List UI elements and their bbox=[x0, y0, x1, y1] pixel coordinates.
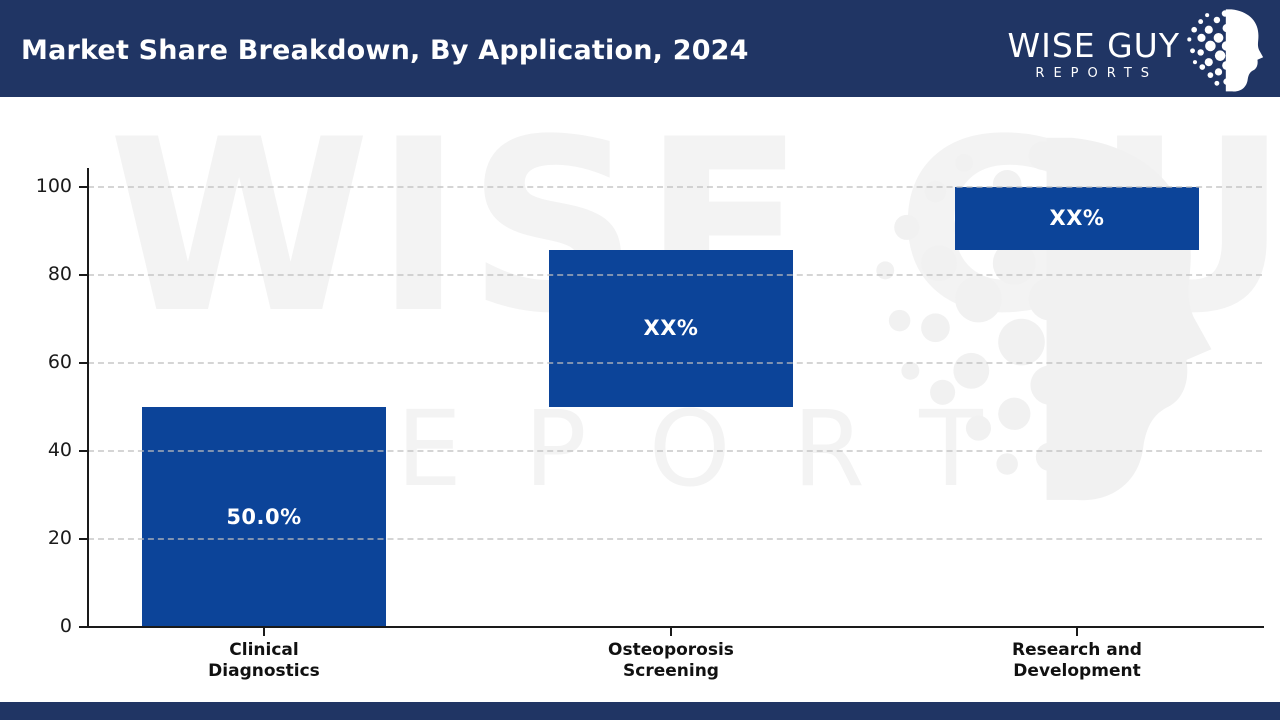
x-tick bbox=[263, 628, 265, 636]
x-axis-line bbox=[87, 626, 1264, 628]
gridline bbox=[88, 274, 1262, 276]
watermark-subtext: REPORTS bbox=[262, 388, 1173, 510]
bar-value-label: XX% bbox=[1049, 206, 1105, 231]
y-tick-label: 0 bbox=[59, 615, 72, 637]
y-tick-label: 80 bbox=[47, 263, 72, 285]
y-tick bbox=[79, 274, 88, 276]
gridline bbox=[88, 362, 1262, 364]
logo-wordmark: WISE GUY bbox=[1007, 26, 1180, 65]
page-title: Market Share Breakdown, By Application, … bbox=[21, 35, 749, 66]
y-tick-label: 60 bbox=[47, 351, 72, 373]
y-axis-line bbox=[87, 168, 89, 628]
logo-subtext: REPORTS bbox=[1035, 66, 1159, 81]
x-category-label: Research and Development bbox=[927, 640, 1227, 682]
bar-value-label: 50.0% bbox=[226, 505, 302, 529]
gridline bbox=[88, 450, 1262, 452]
x-label-line: Screening bbox=[623, 661, 719, 681]
x-tick bbox=[1076, 628, 1078, 636]
footer-bar bbox=[0, 702, 1280, 720]
y-tick bbox=[79, 362, 88, 364]
x-label-line: Clinical bbox=[229, 640, 299, 660]
bar-value-label: XX% bbox=[643, 316, 699, 341]
x-label-line: Osteoporosis bbox=[608, 640, 734, 660]
y-tick-label: 40 bbox=[47, 439, 72, 461]
bar-osteoporosis-screening: XX% bbox=[549, 249, 793, 407]
x-tick bbox=[670, 628, 672, 636]
x-label-line: Research and bbox=[1012, 640, 1142, 660]
bar-research-and-development: XX% bbox=[955, 187, 1199, 250]
x-label-line: Diagnostics bbox=[208, 661, 320, 681]
gridline bbox=[88, 538, 1262, 540]
gridline bbox=[88, 186, 1262, 188]
y-tick bbox=[79, 450, 88, 452]
y-tick bbox=[79, 538, 88, 540]
logo-head-icon bbox=[1187, 9, 1264, 92]
logo: WISE GUY REPORTS bbox=[1007, 4, 1268, 94]
header: Market Share Breakdown, By Application, … bbox=[0, 0, 1280, 97]
x-category-label: Clinical Diagnostics bbox=[114, 640, 414, 682]
y-tick bbox=[79, 626, 88, 628]
x-category-label: Osteoporosis Screening bbox=[521, 640, 821, 682]
y-tick bbox=[79, 186, 88, 188]
y-tick-label: 100 bbox=[35, 175, 72, 197]
x-label-line: Development bbox=[1013, 661, 1141, 681]
bar-clinical-diagnostics: 50.0% bbox=[142, 407, 386, 627]
y-tick-label: 20 bbox=[47, 527, 72, 549]
logo-text: WISE GUY REPORTS bbox=[1007, 26, 1180, 81]
